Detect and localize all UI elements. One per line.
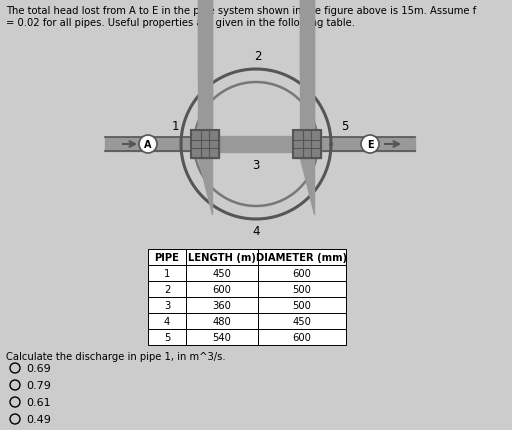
Bar (258, 313, 346, 329)
Circle shape (10, 397, 20, 407)
Text: 600: 600 (212, 284, 231, 294)
Bar (186, 297, 258, 313)
Bar (191, 131, 219, 159)
Bar (148, 265, 186, 281)
Text: 5: 5 (342, 120, 349, 133)
Circle shape (10, 380, 20, 390)
Circle shape (139, 136, 157, 154)
Text: 0.79: 0.79 (26, 380, 51, 390)
Text: = 0.02 for all pipes. Useful properties are given in the following table.: = 0.02 for all pipes. Useful properties … (6, 18, 355, 28)
Text: 1: 1 (171, 120, 179, 133)
Bar (148, 329, 186, 345)
Text: 480: 480 (212, 316, 231, 326)
Bar (186, 249, 258, 265)
Text: 450: 450 (212, 268, 231, 278)
Bar (148, 249, 186, 265)
Text: 2: 2 (254, 50, 262, 63)
Bar (258, 329, 346, 345)
Text: 3: 3 (164, 300, 170, 310)
Text: Calculate the discharge in pipe 1, in m^3/s.: Calculate the discharge in pipe 1, in m^… (6, 351, 226, 361)
Text: 2: 2 (164, 284, 170, 294)
Circle shape (10, 363, 20, 373)
Bar (148, 281, 186, 297)
Bar (258, 265, 346, 281)
Bar (186, 265, 258, 281)
Bar (186, 313, 258, 329)
Bar (258, 281, 346, 297)
Bar (293, 131, 321, 159)
Text: PIPE: PIPE (155, 252, 179, 262)
Text: 500: 500 (292, 284, 311, 294)
Circle shape (10, 414, 20, 424)
Bar (258, 297, 346, 313)
Text: 3: 3 (252, 159, 260, 172)
Text: 4: 4 (252, 224, 260, 237)
Text: 1: 1 (164, 268, 170, 278)
Text: 0.69: 0.69 (26, 363, 51, 373)
Text: 360: 360 (212, 300, 231, 310)
Text: LENGTH (m): LENGTH (m) (188, 252, 256, 262)
Text: E: E (367, 140, 373, 150)
Text: 600: 600 (292, 332, 311, 342)
Text: 0.61: 0.61 (26, 397, 51, 407)
Text: 500: 500 (292, 300, 311, 310)
Bar (148, 297, 186, 313)
Text: 0.49: 0.49 (26, 414, 51, 424)
Circle shape (361, 136, 379, 154)
Text: 5: 5 (164, 332, 170, 342)
Text: 540: 540 (212, 332, 231, 342)
Bar (186, 329, 258, 345)
Text: 4: 4 (164, 316, 170, 326)
Text: 450: 450 (292, 316, 311, 326)
Text: The total head lost from A to E in the pipe system shown in the figure above is : The total head lost from A to E in the p… (6, 6, 476, 16)
Bar (148, 313, 186, 329)
Bar (258, 249, 346, 265)
Bar (186, 281, 258, 297)
Text: DIAMETER (mm): DIAMETER (mm) (257, 252, 348, 262)
Text: 600: 600 (292, 268, 311, 278)
Text: A: A (144, 140, 152, 150)
